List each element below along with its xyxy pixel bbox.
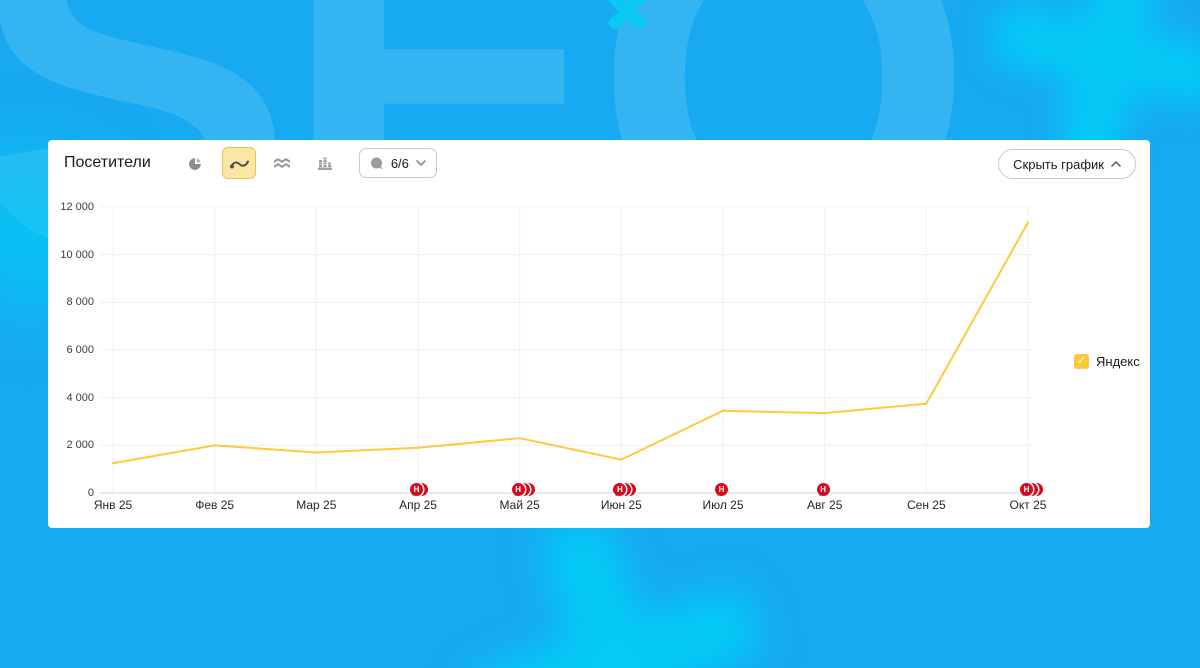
legend-checkbox-yandex[interactable]: ✓ [1074, 354, 1089, 369]
legend: ✓ Яндекс [1074, 354, 1140, 369]
chevron-up-icon [1111, 161, 1121, 167]
line-chart-type-button[interactable] [221, 147, 256, 179]
annotations-dropdown[interactable]: 6/6 [358, 148, 437, 178]
chevron-down-icon [416, 160, 426, 166]
stacked-area-chart-icon [273, 158, 290, 168]
annotation-bubble-icon: Н [511, 483, 525, 496]
pie-chart-icon [189, 157, 202, 170]
stacked-area-chart-type-button[interactable] [265, 147, 299, 179]
y-tick-label: 6 000 [66, 344, 94, 356]
y-tick-label: 4 000 [66, 391, 94, 404]
comment-bubble-icon [370, 157, 383, 170]
legend-label-yandex[interactable]: Яндекс [1096, 354, 1140, 369]
x-tick-label: Фев 25 [195, 498, 235, 512]
pie-chart-type-button[interactable] [179, 147, 213, 179]
x-tick-label: Авг 25 [806, 498, 843, 512]
visitors-chart-card: Посетители [48, 140, 1150, 528]
chart-plot [100, 206, 1032, 494]
line-chart-icon [229, 160, 249, 169]
x-tick-label: Июн 25 [600, 498, 642, 512]
y-tick-label: 12 000 [60, 201, 94, 213]
y-tick-label: 0 [87, 487, 94, 499]
hide-chart-button[interactable]: Скрыть график [998, 149, 1136, 179]
annotations-count: 6/6 [390, 155, 409, 171]
y-tick-label: 8 000 [66, 296, 94, 309]
annotation-bubble-icon: Н [816, 483, 830, 496]
hide-chart-label: Скрыть график [1013, 156, 1104, 172]
x-tick-label: Окт 25 [1009, 498, 1047, 512]
annotation-bubble-icon: Н [613, 483, 627, 496]
annotation-bubble-icon: Н [1020, 483, 1033, 496]
x-tick-label: Мар 25 [296, 498, 337, 512]
chart-title: Посетители [64, 154, 151, 171]
x-tick-label: Июл 25 [702, 498, 744, 512]
y-tick-label: 10 000 [60, 248, 94, 261]
column-chart-type-button[interactable] [308, 147, 342, 179]
series-line-Яндекс [112, 221, 1029, 465]
annotation-bubble-icon: Н [410, 483, 423, 496]
x-tick-label: Сен 25 [907, 498, 946, 512]
x-tick-label: Апр 25 [399, 498, 437, 512]
annotation-bubble-icon: Н [715, 483, 728, 496]
column-chart-icon [317, 157, 332, 170]
chart-toolbar: Посетители [64, 147, 437, 179]
x-tick-label: Май 25 [499, 498, 540, 512]
x-tick-label: Янв 25 [93, 498, 133, 512]
y-tick-label: 2 000 [66, 439, 94, 452]
